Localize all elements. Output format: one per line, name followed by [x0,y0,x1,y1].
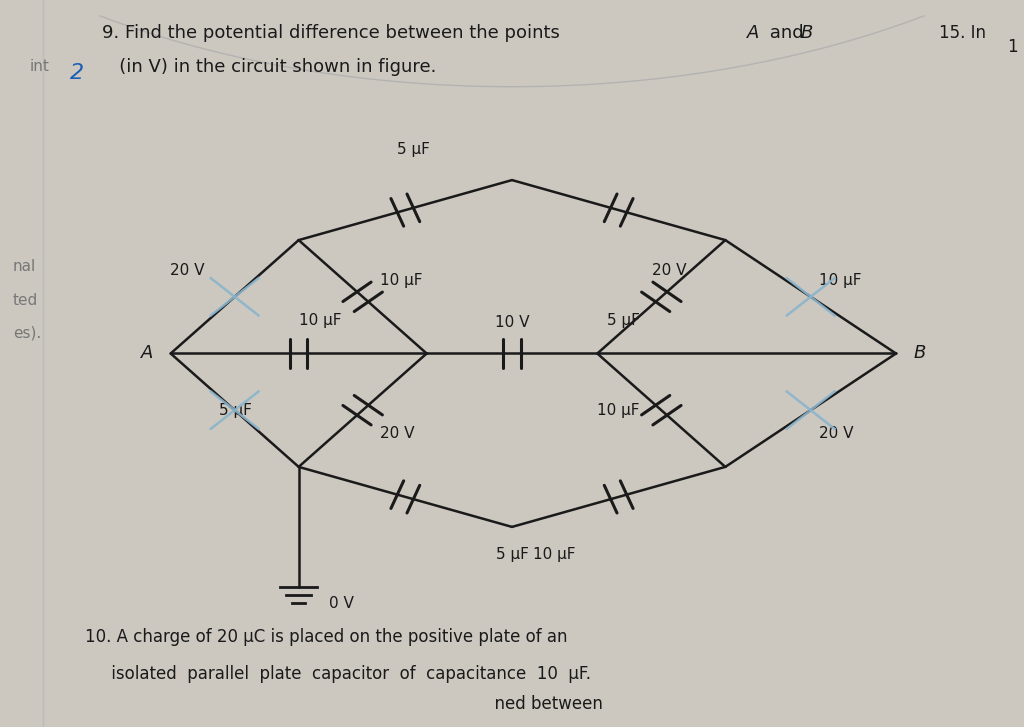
Text: nal: nal [12,260,36,274]
Text: and: and [764,24,809,42]
Text: isolated  parallel  plate  capacitor  of  capacitance  10  μF.: isolated parallel plate capacitor of cap… [85,664,591,683]
Text: 20 V: 20 V [170,262,205,278]
Text: 10. A charge of 20 μC is placed on the positive plate of an: 10. A charge of 20 μC is placed on the p… [85,628,568,646]
Text: ted: ted [12,293,38,308]
Text: B: B [913,345,926,363]
Text: 9. Find the potential difference between the points: 9. Find the potential difference between… [102,24,566,42]
Text: 10 μF: 10 μF [299,313,341,328]
Text: 2: 2 [70,63,84,84]
Text: es).: es). [12,326,41,341]
Text: 20 V: 20 V [380,426,415,441]
Text: 20 V: 20 V [652,262,687,278]
Text: (in V) in the circuit shown in figure.: (in V) in the circuit shown in figure. [102,57,437,76]
Text: 5 μF: 5 μF [607,313,640,328]
Text: ned between: ned between [85,695,603,712]
Text: 5 μF: 5 μF [219,403,252,418]
Text: 10 μF: 10 μF [380,273,422,288]
Text: 0 V: 0 V [329,596,353,611]
Text: 5 μF: 5 μF [496,547,528,562]
Text: A: A [746,24,759,42]
Text: 10 μF: 10 μF [819,273,862,288]
Text: 5 μF: 5 μF [397,142,430,157]
Text: 10 μF: 10 μF [597,403,640,418]
Text: 20 V: 20 V [819,426,854,441]
Text: 15. In: 15. In [939,24,986,42]
Text: 10 μF: 10 μF [534,547,575,562]
Text: 1: 1 [1007,38,1018,56]
Text: B: B [801,24,813,42]
Text: A: A [141,345,154,363]
Text: 10 V: 10 V [495,315,529,330]
Text: int: int [30,59,50,74]
